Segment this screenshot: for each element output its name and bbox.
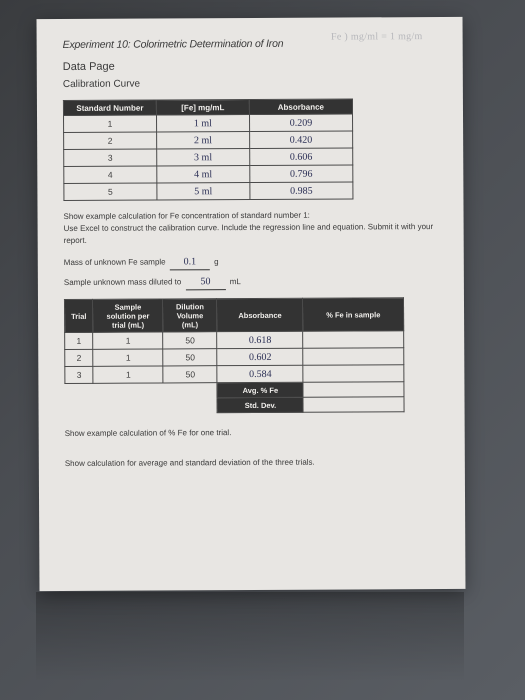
table-row: 11500.618 — [65, 331, 404, 350]
table-row: 11 ml0.209 — [64, 114, 353, 133]
table-row: Avg. % Fe — [65, 382, 404, 399]
col-fe-mg-ml: [Fe] mg/mL — [156, 100, 249, 115]
table-row: 44 ml0.796 — [64, 165, 353, 184]
pencil-note: Fe ) mg/ml = 1 mg/m — [331, 31, 423, 42]
dilute-value: 50 — [185, 274, 225, 290]
instruction-calc-fe: Show example calculation for Fe concentr… — [64, 209, 438, 247]
table-row: 21500.602 — [65, 348, 404, 367]
instruction-avg-std: Show calculation for average and standar… — [65, 456, 439, 470]
table-row: 55 ml0.985 — [64, 182, 353, 201]
col-dilution: Dilution Volume (mL) — [163, 299, 217, 332]
calibration-curve-label: Calibration Curve — [63, 77, 437, 90]
page: Fe ) mg/ml = 1 mg/m Experiment 10: Color… — [37, 17, 466, 591]
col-trial: Trial — [64, 299, 93, 332]
table-row: 22 ml0.420 — [64, 131, 353, 150]
table-row: 31500.584 — [65, 365, 404, 384]
instruction-pct-fe: Show example calculation of % Fe for one… — [65, 426, 439, 440]
fill-in-block: Mass of unknown Fe sample 0.1 g Sample u… — [64, 253, 438, 291]
col-absorbance: Absorbance — [249, 99, 352, 115]
std-label: Std. Dev. — [217, 397, 303, 412]
mass-value: 0.1 — [170, 254, 210, 270]
col-absorbance-trial: Absorbance — [217, 298, 303, 331]
trials-table: Trial Sample solution per trial (mL) Dil… — [64, 297, 405, 414]
calibration-table: Standard Number [Fe] mg/mL Absorbance 11… — [63, 98, 354, 201]
col-solution: Sample solution per trial (mL) — [93, 299, 163, 332]
col-standard-number: Standard Number — [63, 100, 156, 115]
avg-label: Avg. % Fe — [217, 382, 303, 397]
data-page-label: Data Page — [63, 59, 437, 73]
table-row: Std. Dev. — [65, 397, 404, 414]
table-row: 33 ml0.606 — [64, 148, 353, 167]
col-pct-fe: % Fe in sample — [303, 298, 404, 332]
